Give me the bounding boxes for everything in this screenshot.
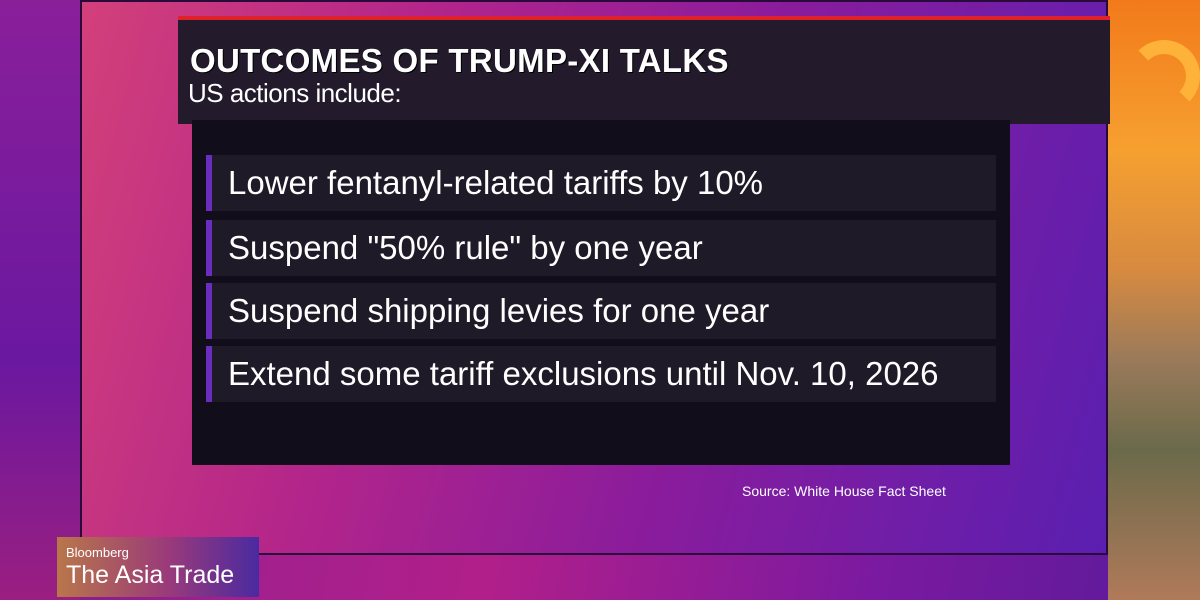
list-item: Lower fentanyl-related tariffs by 10% [206,155,996,211]
list-item: Extend some tariff exclusions until Nov.… [206,346,996,402]
brand-label: Bloomberg [66,545,129,560]
graphic-header: OUTCOMES OF TRUMP-XI TALKS US actions in… [178,16,1110,124]
graphic-title: OUTCOMES OF TRUMP-XI TALKS [190,42,729,79]
decorative-arc [1128,40,1200,112]
graphic-subtitle: US actions include: [188,78,402,108]
studio-wall [0,0,80,600]
outcomes-list: Lower fentanyl-related tariffs by 10% Su… [192,120,1010,465]
city-backdrop [1108,0,1200,600]
list-item: Suspend shipping levies for one year [206,283,996,339]
show-title: The Asia Trade [66,561,235,589]
list-item: Suspend "50% rule" by one year [206,220,996,276]
list-item-text: Lower fentanyl-related tariffs by 10% [228,164,764,201]
source-note: Source: White House Fact Sheet [742,483,946,499]
lower-third: Bloomberg The Asia Trade [57,537,259,597]
list-item-text: Suspend "50% rule" by one year [228,229,703,266]
list-item-text: Extend some tariff exclusions until Nov.… [228,355,939,392]
list-item-text: Suspend shipping levies for one year [228,292,770,329]
